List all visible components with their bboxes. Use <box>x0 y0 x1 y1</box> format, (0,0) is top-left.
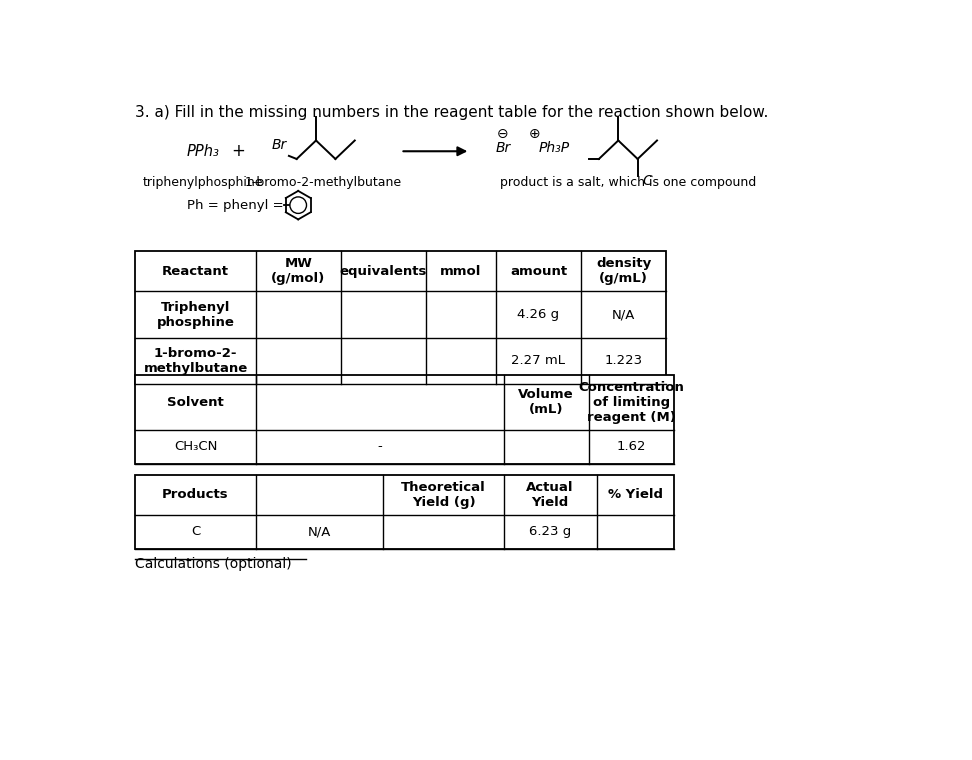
Text: 1.223: 1.223 <box>605 354 642 367</box>
Text: Reactant: Reactant <box>162 265 229 278</box>
Text: Calculations (optional): Calculations (optional) <box>135 557 292 571</box>
Text: product is a salt, which is one compound: product is a salt, which is one compound <box>500 176 756 189</box>
Text: 1-bromo-2-methylbutane: 1-bromo-2-methylbutane <box>244 176 401 189</box>
Text: density
(g/mL): density (g/mL) <box>596 258 651 286</box>
Bar <box>135 375 674 464</box>
Bar <box>135 475 674 549</box>
Text: CH₃CN: CH₃CN <box>174 441 217 454</box>
Text: C: C <box>642 174 652 188</box>
Text: triphenylphosphine: triphenylphosphine <box>143 176 263 189</box>
Text: 2.27 mL: 2.27 mL <box>511 354 566 367</box>
Text: N/A: N/A <box>308 525 331 538</box>
Text: amount: amount <box>510 265 567 278</box>
Text: PPh₃: PPh₃ <box>187 144 220 159</box>
Text: Ph = phenyl =: Ph = phenyl = <box>188 198 284 212</box>
Text: 1-bromo-2-
methylbutane: 1-bromo-2- methylbutane <box>144 347 248 375</box>
Text: equivalents: equivalents <box>340 265 427 278</box>
Text: % Yield: % Yield <box>608 488 663 501</box>
Text: Actual
Yield: Actual Yield <box>526 480 573 508</box>
Text: Br: Br <box>272 138 287 152</box>
Text: Solvent: Solvent <box>167 396 224 409</box>
Text: Volume
(mL): Volume (mL) <box>518 388 574 416</box>
Text: +: + <box>230 142 245 160</box>
Text: ⊖: ⊖ <box>497 127 508 141</box>
Text: 3. a) Fill in the missing numbers in the reagent table for the reaction shown be: 3. a) Fill in the missing numbers in the… <box>135 105 769 120</box>
Text: 1.62: 1.62 <box>616 441 646 454</box>
Bar <box>135 252 667 384</box>
Text: Concentration
of limiting
reagent (M): Concentration of limiting reagent (M) <box>578 381 684 424</box>
Text: C: C <box>191 525 200 538</box>
Text: Ph₃P: Ph₃P <box>538 141 570 155</box>
Text: Triphenyl
phosphine: Triphenyl phosphine <box>156 300 234 328</box>
Text: Theoretical
Yield (g): Theoretical Yield (g) <box>401 480 486 508</box>
Text: Products: Products <box>162 488 228 501</box>
Text: 4.26 g: 4.26 g <box>517 308 560 321</box>
Text: Br: Br <box>495 141 510 155</box>
Text: MW
(g/mol): MW (g/mol) <box>271 258 326 286</box>
Text: 6.23 g: 6.23 g <box>529 525 572 538</box>
Text: -: - <box>377 441 382 454</box>
Text: N/A: N/A <box>612 308 636 321</box>
Text: ⊕: ⊕ <box>529 127 540 141</box>
Text: mmol: mmol <box>440 265 482 278</box>
